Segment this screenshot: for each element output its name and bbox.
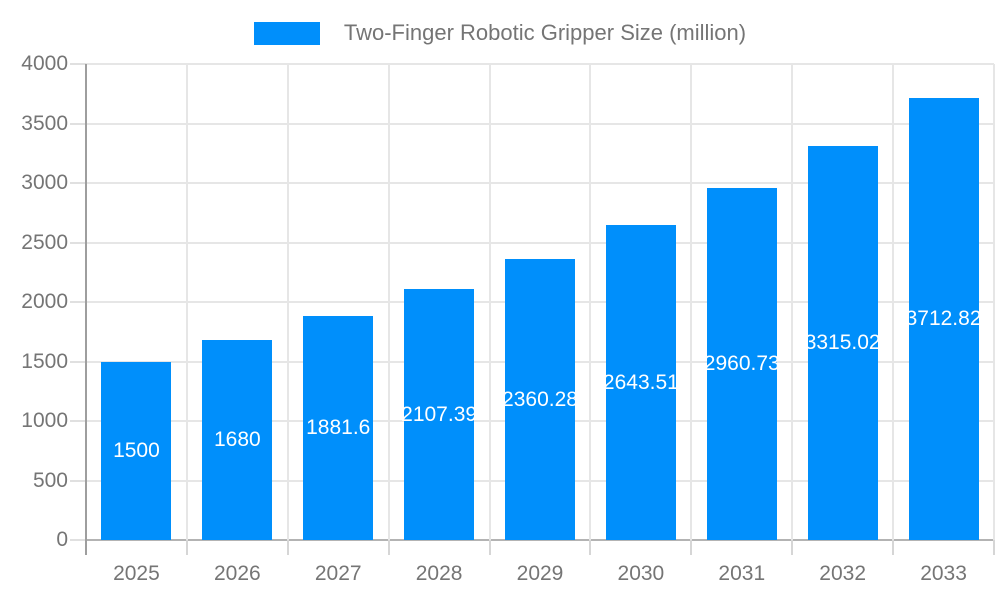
x-axis-tick [286, 540, 289, 555]
y-axis-tick [70, 301, 86, 303]
bar[interactable] [706, 187, 777, 540]
bar-value-label: 2360.28 [502, 387, 578, 411]
bar[interactable] [505, 259, 575, 540]
y-axis-label: 2000 [21, 290, 68, 313]
y-axis-tick [70, 182, 86, 184]
bar-value-label: 1881.6 [306, 416, 371, 440]
bar[interactable] [101, 361, 172, 540]
y-axis-label: 500 [32, 468, 68, 492]
y-axis-label: 3500 [21, 111, 68, 135]
gridline-vertical [286, 64, 289, 540]
bar-value-label: 3315.02 [804, 330, 881, 354]
gridline-vertical [690, 64, 693, 540]
bar-value-label: 2643.51 [602, 370, 679, 394]
y-axis-tick [70, 241, 86, 244]
x-axis-label: 2032 [819, 562, 867, 585]
y-axis-tick [70, 479, 86, 482]
y-axis-tick [70, 63, 86, 65]
gridline-horizontal [86, 63, 994, 65]
bar[interactable] [908, 98, 979, 540]
x-axis-label: 2030 [617, 562, 665, 585]
gridline-vertical [892, 64, 895, 540]
x-axis-tick [185, 540, 188, 555]
gridline-horizontal [86, 182, 994, 184]
gridline-vertical [488, 64, 491, 540]
x-axis-tick [690, 540, 693, 555]
y-axis-tick [70, 360, 86, 363]
gridline-vertical [387, 64, 390, 540]
x-axis-label: 2026 [213, 562, 261, 585]
y-axis-tick [70, 122, 86, 125]
y-axis-label: 4000 [21, 52, 68, 75]
bar-value-label: 3712.82 [905, 307, 982, 331]
y-axis-label: 0 [56, 528, 68, 551]
y-axis-tick [70, 539, 86, 541]
x-axis-label: 2027 [314, 562, 362, 585]
bar-value-label: 1500 [113, 438, 160, 462]
bar-value-label: 2960.73 [703, 351, 780, 375]
x-axis-label: 2029 [516, 562, 564, 585]
bar-value-label: 2107.39 [401, 402, 478, 426]
bar[interactable] [807, 145, 878, 540]
y-axis-tick [70, 420, 86, 422]
y-axis-label: 1000 [21, 409, 68, 432]
bar[interactable] [404, 289, 475, 540]
x-axis-label: 2028 [415, 562, 463, 585]
x-axis-label: 2025 [113, 562, 160, 585]
gridline-vertical [589, 64, 592, 540]
bar-value-label: 1680 [213, 428, 261, 452]
x-axis-label: 2031 [718, 562, 766, 585]
gridline-vertical [185, 64, 188, 540]
bar[interactable] [303, 316, 374, 540]
y-axis-label: 2500 [21, 230, 68, 254]
x-axis-tick [892, 540, 895, 555]
legend-swatch-icon [253, 21, 320, 45]
legend-label: Two-Finger Robotic Gripper Size (million… [343, 20, 747, 45]
gridline-horizontal [86, 539, 994, 541]
bar[interactable] [202, 340, 273, 540]
bar[interactable] [605, 225, 676, 540]
gridline-horizontal [86, 122, 994, 125]
x-axis-tick [589, 540, 592, 555]
gridline-horizontal [86, 241, 994, 244]
x-axis-tick [791, 540, 794, 555]
y-axis-label: 1500 [21, 349, 68, 373]
gridline-vertical [791, 64, 794, 540]
x-axis-tick [993, 540, 995, 555]
x-axis-tick [488, 540, 491, 555]
x-axis-label: 2033 [920, 562, 967, 585]
x-axis-tick [387, 540, 390, 555]
legend[interactable]: Two-Finger Robotic Gripper Size (million… [0, 20, 1000, 46]
y-axis-label: 3000 [21, 171, 68, 194]
gridline-vertical [993, 64, 995, 540]
y-axis-line [85, 64, 87, 555]
